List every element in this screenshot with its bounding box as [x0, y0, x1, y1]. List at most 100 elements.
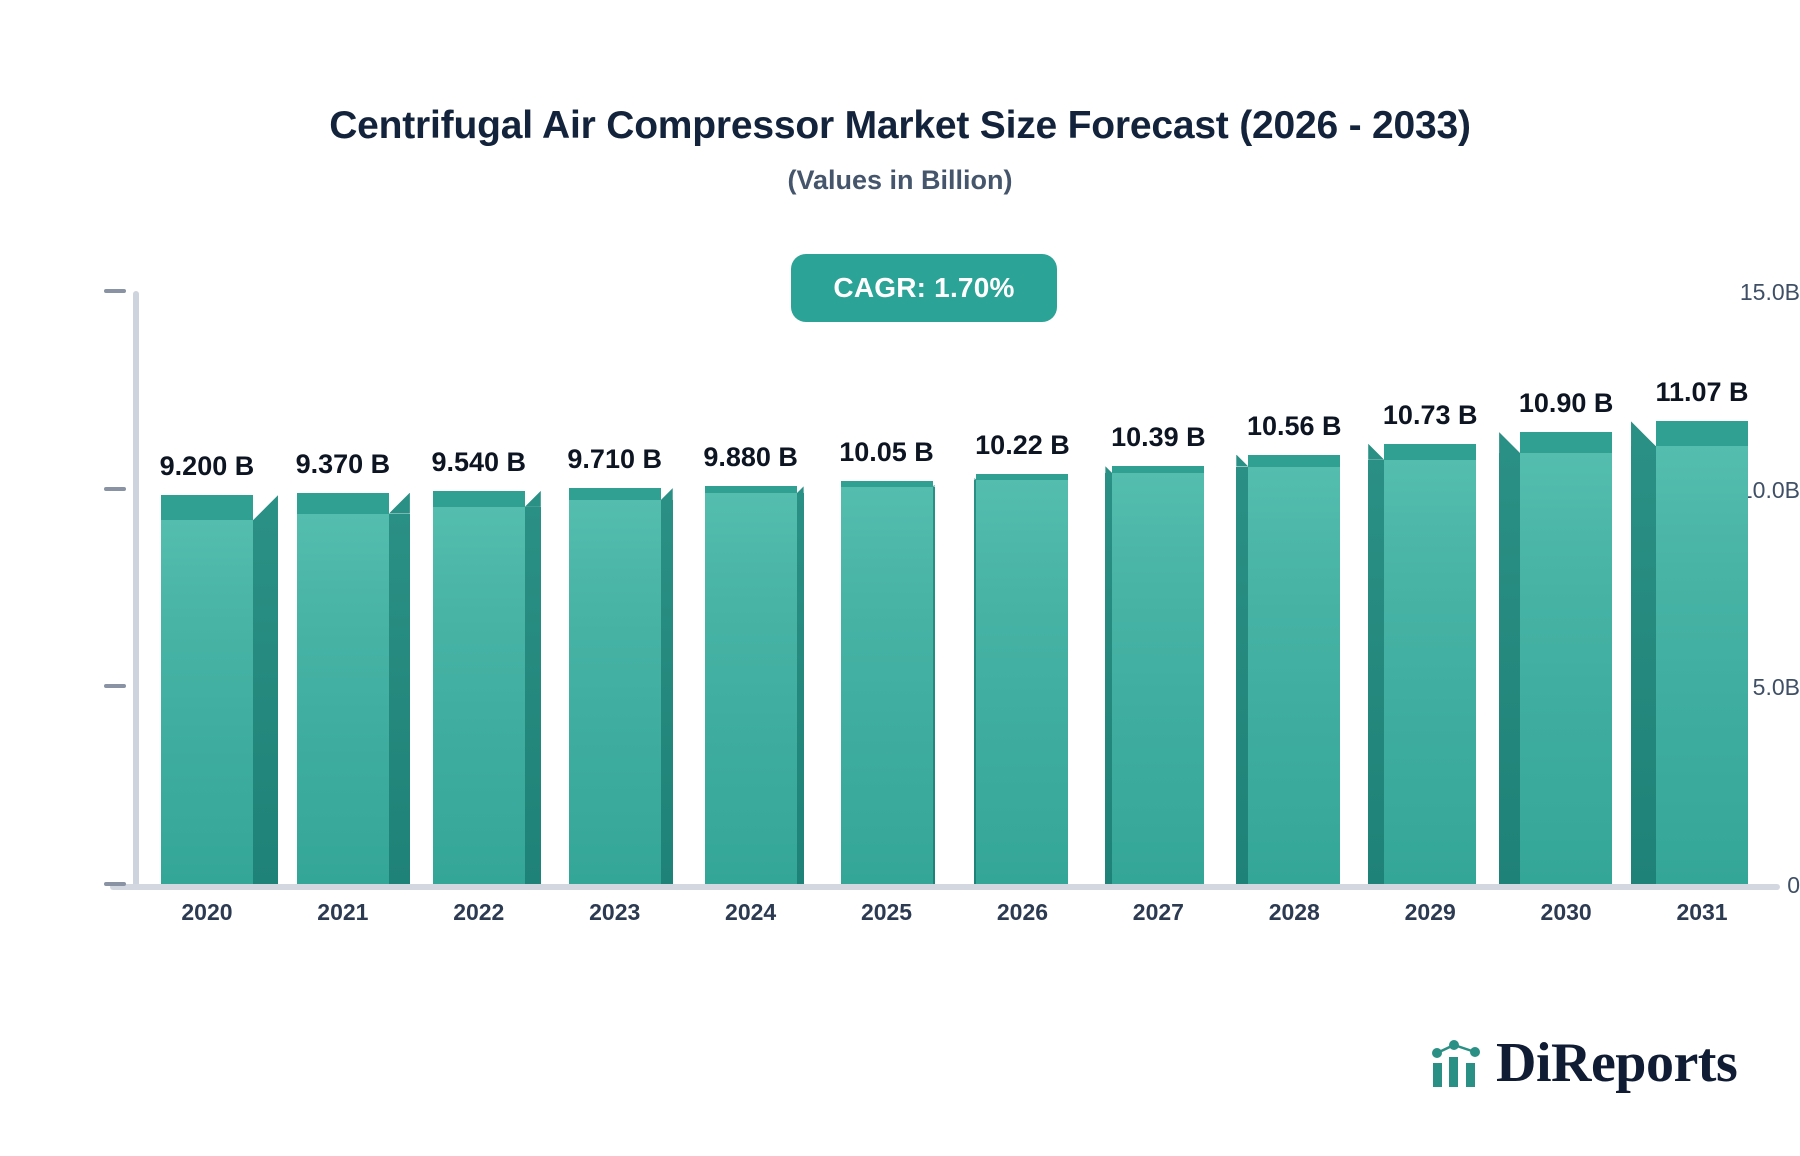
bar-2025[interactable] — [840, 480, 935, 884]
bar-top-bevel — [1368, 443, 1385, 460]
bar-value-label: 11.07 B — [1655, 377, 1749, 408]
bar-top-bevel — [1236, 454, 1249, 467]
bar-side-face — [974, 479, 977, 884]
bar-front-face — [976, 479, 1069, 884]
bar-front-face — [160, 520, 253, 884]
bar-top-bevel — [1631, 421, 1657, 447]
bar-value-label: 9.200 B — [159, 451, 255, 482]
bar-top-face — [1248, 454, 1341, 467]
bar-top-face — [1656, 421, 1749, 447]
x-axis-tick-label: 2022 — [453, 899, 505, 925]
bar-front-face — [296, 513, 389, 884]
bar-2031[interactable] — [1631, 421, 1749, 884]
bar-2030[interactable] — [1499, 432, 1613, 884]
y-axis-tick-label: 15.0B — [1739, 279, 1800, 305]
y-axis-tick-label: 5.0B — [1752, 674, 1800, 701]
bar-front-face — [1656, 446, 1749, 884]
bar-value-label: 10.22 B — [975, 429, 1070, 460]
bar-top-bevel — [660, 488, 673, 501]
page-title: Centrifugal Air Compressor Market Size F… — [329, 104, 1471, 147]
bar-front-face — [568, 500, 661, 884]
bar-value-label: 9.710 B — [567, 444, 662, 475]
y-axis-tick-mark — [104, 486, 126, 491]
bar-top-bevel — [252, 495, 278, 521]
bar-top-bevel — [932, 484, 935, 487]
bar-side-face — [1631, 446, 1657, 884]
y-axis-tick-label: 0 — [1787, 872, 1800, 898]
brand-logo: DiReports — [1430, 1032, 1738, 1094]
bar-top-bevel — [524, 490, 541, 507]
bar-2021[interactable] — [296, 492, 410, 884]
x-axis-tick-label: 2026 — [996, 899, 1049, 925]
bar-side-face — [796, 493, 804, 884]
y-axis-tick-label: 10.0B — [1739, 476, 1800, 503]
bar-side-face — [252, 520, 278, 884]
bar-front-face — [1248, 466, 1341, 884]
bar-2024[interactable] — [704, 486, 804, 884]
bar-2027[interactable] — [1105, 466, 1205, 884]
bar-top-face — [1112, 466, 1205, 474]
y-axis-tick-mark — [104, 684, 126, 689]
bar-top-bevel — [388, 492, 410, 514]
bar-value-label: 10.05 B — [839, 436, 934, 467]
bar-side-face — [1105, 473, 1113, 884]
bar-side-face — [660, 500, 673, 884]
bar-2022[interactable] — [432, 490, 541, 884]
bar-top-face — [704, 486, 797, 494]
bar-front-face — [704, 493, 797, 884]
bar-2023[interactable] — [568, 488, 673, 884]
bar-front-face — [432, 506, 525, 884]
bar-side-face — [524, 506, 541, 884]
bar-side-face — [1499, 453, 1521, 884]
bar-top-face — [432, 490, 525, 507]
page-subtitle: (Values in Billion) — [787, 165, 1013, 195]
bar-value-label: 9.880 B — [703, 442, 798, 473]
x-axis-tick-label: 2027 — [1132, 899, 1184, 925]
bar-top-face — [976, 473, 1069, 480]
bar-side-face — [1236, 466, 1249, 884]
bar-front-face — [1112, 473, 1205, 884]
x-axis-tick-label: 2021 — [317, 899, 369, 925]
bar-side-face — [1368, 459, 1385, 884]
bar-top-bevel — [974, 477, 977, 480]
bar-front-face — [1384, 459, 1477, 884]
bar-front-face — [840, 486, 933, 884]
bar-top-face — [1520, 432, 1613, 454]
y-axis-line — [133, 291, 139, 887]
x-axis-tick-label: 2030 — [1540, 899, 1592, 925]
bar-value-label: 10.39 B — [1111, 422, 1206, 453]
x-axis-tick-label: 2020 — [181, 899, 233, 925]
bar-2029[interactable] — [1368, 443, 1477, 884]
x-axis-tick-label: 2025 — [860, 899, 913, 925]
bar-chart-icon — [1432, 1040, 1480, 1087]
cagr-badge: CAGR: 1.70% — [791, 254, 1057, 322]
bar-top-face — [568, 488, 661, 501]
bar-2026[interactable] — [974, 473, 1069, 884]
bar-value-label: 10.56 B — [1246, 410, 1342, 441]
bar-top-face — [160, 495, 253, 521]
bar-value-label: 9.540 B — [431, 446, 527, 477]
brand-name: DiReports — [1496, 1032, 1738, 1094]
bar-top-bevel — [1499, 432, 1521, 454]
y-axis-tick-mark — [104, 882, 126, 886]
bar-top-face — [1384, 443, 1477, 460]
bar-side-face — [932, 486, 935, 884]
x-axis-tick-label: 2023 — [589, 899, 641, 925]
bar-top-face — [296, 492, 389, 514]
bar-top-bevel — [796, 486, 804, 494]
bar-2020[interactable] — [160, 495, 278, 884]
bar-top-bevel — [1105, 466, 1113, 474]
bar-value-label: 10.73 B — [1382, 399, 1478, 430]
bar-2028[interactable] — [1236, 454, 1341, 884]
bar-value-label: 9.370 B — [295, 448, 391, 479]
x-axis-tick-label: 2024 — [725, 899, 777, 925]
x-axis-tick-label: 2031 — [1676, 899, 1728, 925]
y-axis-tick-mark — [104, 289, 126, 293]
x-axis-line — [110, 884, 1780, 890]
bar-front-face — [1520, 453, 1613, 884]
bar-top-face — [840, 480, 933, 487]
bar-value-label: 10.90 B — [1518, 388, 1614, 419]
x-axis-tick-label: 2029 — [1404, 899, 1456, 925]
